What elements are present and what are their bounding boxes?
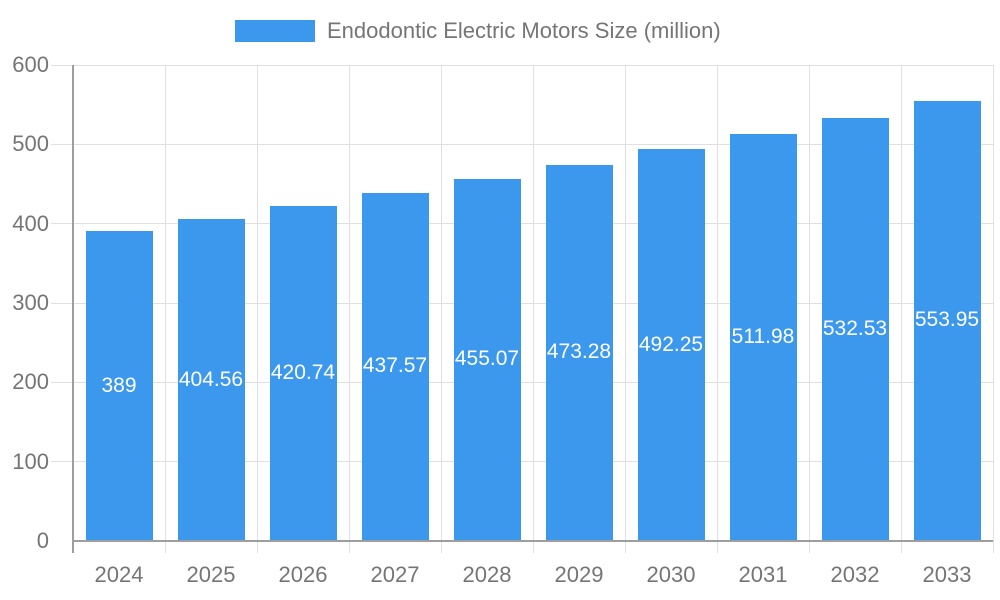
x-axis-line [73,540,993,542]
y-axis-tick-label: 0 [36,528,49,553]
legend-swatch[interactable] [235,20,315,42]
bar-value-label-2029: 473.28 [546,340,612,364]
y-gridline [51,64,993,66]
y-axis-tick-label: 400 [12,210,49,236]
y-axis-tick-label: 600 [12,52,49,77]
y-axis-tick-label: 300 [12,290,49,315]
y-axis-tick-label: 100 [12,448,49,474]
y-gridline [51,223,993,225]
x-gridline [624,65,626,553]
plot-area: 0 100 200 300 400 500 600 389 2024 404.56 2025 420.… [12,52,994,587]
bar-2032[interactable] [821,117,889,540]
x-axis-tick-label-2024: 2024 [94,562,144,587]
bar-2024[interactable] [85,231,153,540]
x-gridline [992,65,994,553]
bar-value-label-2031: 511.98 [731,324,795,348]
x-axis-tick-label-2033: 2033 [922,562,972,587]
y-gridline [51,302,993,304]
bar-2027[interactable] [361,192,429,540]
y-axis-line [72,65,74,553]
bar-value-label-2030: 492.25 [638,332,704,356]
bar-2029[interactable] [545,164,613,540]
x-gridline [808,65,810,553]
bar-2033[interactable] [913,100,981,540]
x-axis-tick-label-2025: 2025 [186,562,236,587]
x-gridline [440,65,442,553]
x-gridline [532,65,534,553]
y-axis-tick-label: 200 [12,369,49,395]
x-axis-tick-label-2028: 2028 [462,562,512,587]
bar-2031[interactable] [729,133,797,540]
bar-value-label-2028: 455.07 [454,347,520,371]
bar-value-label-2025: 404.56 [178,367,244,391]
y-gridline [51,143,993,145]
bar-2026[interactable] [269,206,337,540]
bar-value-label-2026: 420.74 [270,361,336,385]
bar-value-label-2027: 437.57 [362,354,428,378]
x-axis-tick-label-2032: 2032 [830,562,880,587]
x-gridline [256,65,258,553]
x-axis-tick-label-2030: 2030 [646,562,696,587]
x-gridline [164,65,166,553]
y-gridline [51,461,993,463]
y-gridline [51,381,993,383]
bar-value-label-2033: 553.95 [914,308,980,332]
legend-label: Endodontic Electric Motors Size (million… [327,18,721,43]
x-axis-tick-label-2027: 2027 [370,562,420,587]
bar-value-label-2032: 532.53 [822,316,888,340]
x-gridline [900,65,902,553]
bar-2028[interactable] [453,178,521,540]
x-axis-tick-label-2029: 2029 [554,562,604,587]
x-axis-tick-label-2026: 2026 [278,562,328,587]
bar-2025[interactable] [177,219,245,540]
x-axis-tick-label-2031: 2031 [738,562,788,587]
bar-value-label-2024: 389 [101,373,137,397]
y-axis-tick-label: 500 [12,131,49,157]
bar-2030[interactable] [637,149,705,540]
x-gridline [716,65,718,553]
x-gridline [348,65,350,553]
